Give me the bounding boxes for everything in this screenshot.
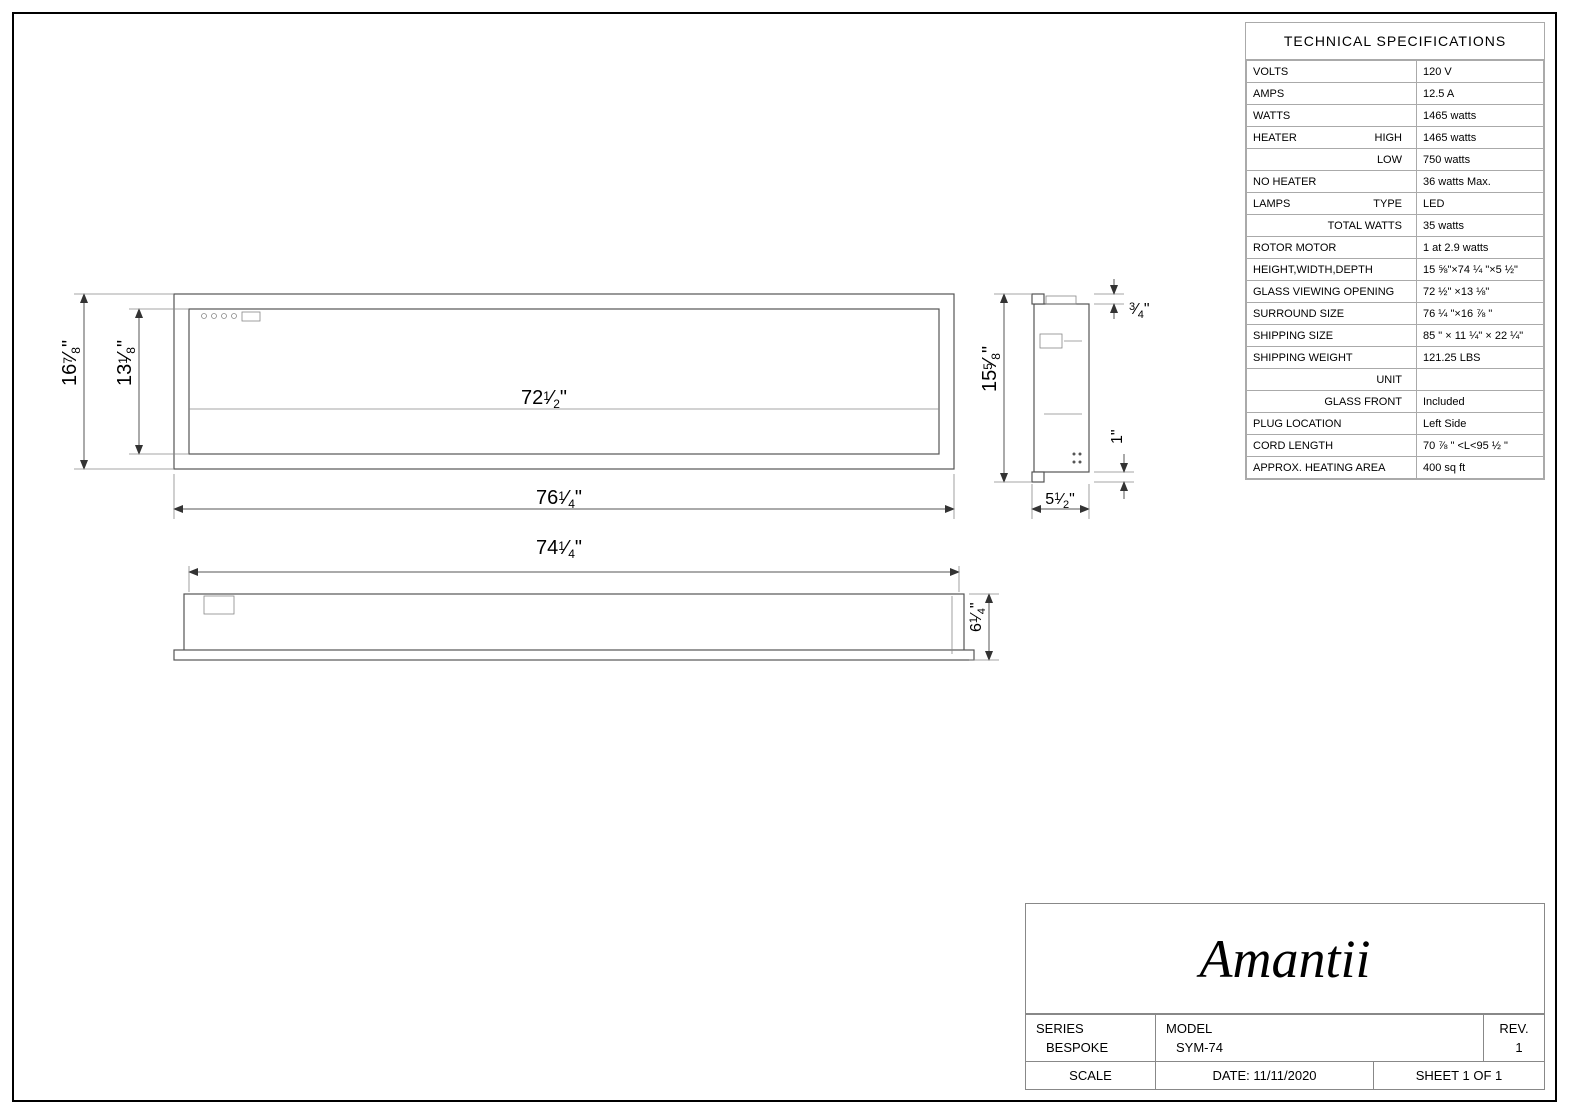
spec-value: 36 watts Max. <box>1417 171 1544 193</box>
rev-cell: REV. 1 <box>1484 1014 1544 1061</box>
spec-value: 70 ⅞ " <L<95 ½ " <box>1417 435 1544 457</box>
model-cell: MODEL SYM-74 <box>1156 1014 1484 1061</box>
plan-flange <box>174 650 974 660</box>
dim-side-h: 155⁄8" <box>979 346 1003 392</box>
sheet-label: SHEET <box>1416 1068 1459 1083</box>
spec-title: TECHNICAL SPECIFICATIONS <box>1246 23 1544 60</box>
date-label: DATE: <box>1212 1068 1249 1083</box>
dim-side-bot: 1" <box>1109 429 1126 444</box>
spec-label: SURROUND SIZE <box>1247 303 1417 325</box>
spec-label: LAMPSTYPE <box>1247 193 1417 215</box>
plan-body <box>184 594 964 656</box>
brand-logo: Amantii <box>1026 904 1544 1014</box>
spec-label: HEIGHT,WIDTH,DEPTH <box>1247 259 1417 281</box>
spec-label: GLASS FRONT <box>1247 391 1417 413</box>
spec-value: 1 at 2.9 watts <box>1417 237 1544 259</box>
dim-side-top: 3⁄4" <box>1129 301 1150 321</box>
series-label: SERIES <box>1036 1021 1084 1036</box>
spec-panel: TECHNICAL SPECIFICATIONS VOLTS120 VAMPS1… <box>1245 22 1545 480</box>
dim-front-h-outer: 167⁄8" <box>59 340 83 386</box>
spec-row: VOLTS120 V <box>1247 61 1544 83</box>
spec-row: NO HEATER36 watts Max. <box>1247 171 1544 193</box>
date-value: 11/11/2020 <box>1253 1068 1316 1083</box>
spec-label: APPROX. HEATING AREA <box>1247 457 1417 479</box>
drawing-area: 167⁄8" 131⁄8" 721⁄2" 761⁄4" <box>14 14 1244 794</box>
spec-value: 76 ¼ "×16 ⅞ " <box>1417 303 1544 325</box>
sheet-value: 1 OF 1 <box>1462 1068 1502 1083</box>
spec-value: 400 sq ft <box>1417 457 1544 479</box>
spec-row: SURROUND SIZE76 ¼ "×16 ⅞ " <box>1247 303 1544 325</box>
spec-label: WATTS <box>1247 105 1417 127</box>
drawing-sheet: TECHNICAL SPECIFICATIONS VOLTS120 VAMPS1… <box>12 12 1557 1102</box>
spec-label: SHIPPING SIZE <box>1247 325 1417 347</box>
front-opening <box>189 309 939 454</box>
spec-value: 15 ⅝"×74 ¼ "×5 ½" <box>1417 259 1544 281</box>
spec-value: LED <box>1417 193 1544 215</box>
spec-row: SHIPPING SIZE85 " × 11 ¼" × 22 ¼" <box>1247 325 1544 347</box>
spec-label: ROTOR MOTOR <box>1247 237 1417 259</box>
scale-label: SCALE <box>1069 1068 1112 1083</box>
title-block: Amantii SERIES BESPOKE MODEL SYM-74 REV.… <box>1025 903 1545 1090</box>
spec-row: UNIT <box>1247 369 1544 391</box>
spec-label: NO HEATER <box>1247 171 1417 193</box>
rev-value: 1 <box>1494 1040 1534 1055</box>
spec-value: 35 watts <box>1417 215 1544 237</box>
spec-value: Left Side <box>1417 413 1544 435</box>
rev-label: REV. <box>1499 1021 1528 1036</box>
spec-row: LOW750 watts <box>1247 149 1544 171</box>
spec-value <box>1417 369 1544 391</box>
dim-plan-h: 61⁄4" <box>968 602 988 632</box>
sheet-cell: SHEET 1 OF 1 <box>1374 1061 1544 1089</box>
spec-label: TOTAL WATTS <box>1247 215 1417 237</box>
spec-row: PLUG LOCATIONLeft Side <box>1247 413 1544 435</box>
technical-drawing: 167⁄8" 131⁄8" 721⁄2" 761⁄4" <box>14 14 1244 794</box>
spec-value: 72 ½" ×13 ⅛" <box>1417 281 1544 303</box>
spec-row: TOTAL WATTS35 watts <box>1247 215 1544 237</box>
spec-row: SHIPPING WEIGHT121.25 LBS <box>1247 347 1544 369</box>
spec-value: 120 V <box>1417 61 1544 83</box>
spec-row: GLASS FRONTIncluded <box>1247 391 1544 413</box>
model-label: MODEL <box>1166 1021 1212 1036</box>
spec-row: APPROX. HEATING AREA400 sq ft <box>1247 457 1544 479</box>
side-body <box>1034 304 1089 472</box>
dim-plan-w: 741⁄4" <box>536 537 582 561</box>
dim-front-w-outer: 761⁄4" <box>536 487 582 511</box>
spec-row: AMPS12.5 A <box>1247 83 1544 105</box>
spec-label: AMPS <box>1247 83 1417 105</box>
model-value: SYM-74 <box>1166 1040 1473 1055</box>
spec-row: HEIGHT,WIDTH,DEPTH15 ⅝"×74 ¼ "×5 ½" <box>1247 259 1544 281</box>
spec-label: PLUG LOCATION <box>1247 413 1417 435</box>
spec-row: WATTS1465 watts <box>1247 105 1544 127</box>
spec-row: GLASS VIEWING OPENING72 ½" ×13 ⅛" <box>1247 281 1544 303</box>
spec-row: CORD LENGTH70 ⅞ " <L<95 ½ " <box>1247 435 1544 457</box>
spec-label: HEATERHIGH <box>1247 127 1417 149</box>
spec-label: VOLTS <box>1247 61 1417 83</box>
spec-row: LAMPSTYPELED <box>1247 193 1544 215</box>
series-cell: SERIES BESPOKE <box>1026 1014 1156 1061</box>
spec-label: CORD LENGTH <box>1247 435 1417 457</box>
spec-label: LOW <box>1247 149 1417 171</box>
spec-label: GLASS VIEWING OPENING <box>1247 281 1417 303</box>
spec-row: ROTOR MOTOR1 at 2.9 watts <box>1247 237 1544 259</box>
series-value: BESPOKE <box>1036 1040 1145 1055</box>
spec-label: SHIPPING WEIGHT <box>1247 347 1417 369</box>
spec-value: 1465 watts <box>1417 127 1544 149</box>
spec-value: 1465 watts <box>1417 105 1544 127</box>
spec-row: HEATERHIGH1465 watts <box>1247 127 1544 149</box>
spec-value: 12.5 A <box>1417 83 1544 105</box>
spec-value: Included <box>1417 391 1544 413</box>
dim-side-w: 51⁄2" <box>1045 491 1075 511</box>
scale-cell: SCALE <box>1026 1061 1156 1089</box>
spec-value: 121.25 LBS <box>1417 347 1544 369</box>
dim-front-h-inner: 131⁄8" <box>114 340 138 386</box>
date-cell: DATE: 11/11/2020 <box>1156 1061 1374 1089</box>
spec-value: 750 watts <box>1417 149 1544 171</box>
spec-label: UNIT <box>1247 369 1417 391</box>
spec-table: VOLTS120 VAMPS12.5 AWATTS1465 wattsHEATE… <box>1246 60 1544 479</box>
spec-value: 85 " × 11 ¼" × 22 ¼" <box>1417 325 1544 347</box>
